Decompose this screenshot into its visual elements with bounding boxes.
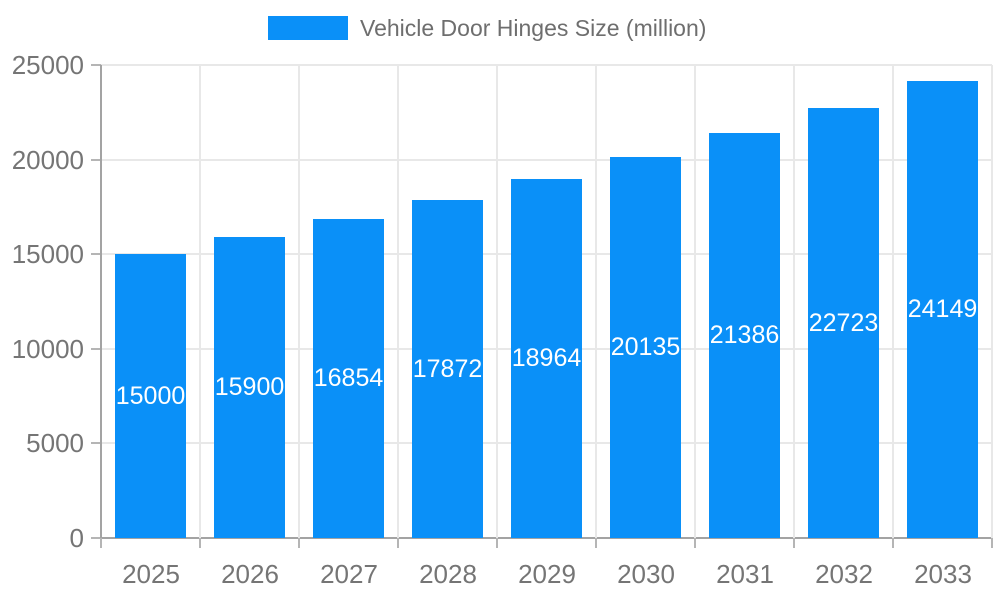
y-axis-line (100, 65, 102, 538)
legend-swatch (268, 16, 348, 40)
x-tick-label: 2033 (914, 559, 972, 589)
bar-value-label: 15000 (115, 381, 186, 410)
legend-label: Vehicle Door Hinges Size (million) (360, 15, 707, 41)
gridline (101, 64, 992, 66)
bar[interactable]: 15900 (214, 237, 285, 538)
x-tick-mark (991, 538, 993, 548)
gridline (199, 65, 201, 538)
bar-value-label: 20135 (610, 333, 681, 361)
x-tick-label: 2026 (221, 559, 279, 589)
chart-legend[interactable]: Vehicle Door Hinges Size (million) (268, 14, 706, 42)
y-tick-label: 20000 (11, 145, 84, 175)
bar-value-label: 16854 (313, 364, 384, 392)
bar[interactable]: 18964 (511, 179, 582, 538)
bar[interactable]: 16854 (313, 219, 384, 538)
gridline (991, 65, 993, 538)
gridline (101, 159, 992, 161)
x-tick-label: 2030 (617, 559, 675, 589)
bar-value-label: 15900 (214, 373, 285, 401)
gridline (496, 65, 498, 538)
bar[interactable]: 20135 (610, 157, 681, 538)
bar-value-label: 22723 (808, 308, 879, 337)
x-tick-mark (199, 538, 201, 548)
x-tick-mark (496, 538, 498, 548)
x-tick-mark (100, 538, 102, 548)
y-tick-label: 0 (69, 523, 84, 553)
bar-value-label: 21386 (709, 321, 780, 349)
gridline (793, 65, 795, 538)
y-tick-mark (91, 348, 101, 350)
y-tick-mark (91, 159, 101, 161)
y-tick-mark (91, 253, 101, 255)
gridline (595, 65, 597, 538)
bar[interactable]: 17872 (412, 200, 483, 538)
bar-value-label: 24149 (907, 295, 978, 323)
gridline (694, 65, 696, 538)
bar-value-label: 17872 (412, 354, 483, 383)
gridline (397, 65, 399, 538)
x-tick-mark (397, 538, 399, 548)
x-tick-label: 2031 (716, 559, 774, 589)
x-tick-mark (892, 538, 894, 548)
y-tick-label: 5000 (26, 428, 84, 458)
y-tick-mark (91, 64, 101, 66)
bar[interactable]: 22723 (808, 108, 879, 538)
bar[interactable]: 15000 (115, 254, 186, 538)
gridline (298, 65, 300, 538)
y-tick-label: 15000 (11, 239, 84, 269)
bar-value-label: 18964 (511, 344, 582, 372)
y-tick-label: 10000 (11, 334, 84, 364)
y-tick-label: 25000 (11, 50, 84, 80)
x-tick-label: 2028 (419, 559, 477, 589)
x-tick-mark (793, 538, 795, 548)
x-tick-mark (298, 538, 300, 548)
x-tick-mark (694, 538, 696, 548)
x-tick-label: 2027 (320, 559, 378, 589)
bar[interactable]: 21386 (709, 133, 780, 538)
x-tick-label: 2032 (815, 559, 873, 589)
x-tick-mark (595, 538, 597, 548)
x-tick-label: 2025 (122, 559, 180, 589)
bar[interactable]: 24149 (907, 81, 978, 538)
x-axis-line (101, 537, 992, 539)
x-tick-label: 2029 (518, 559, 576, 589)
y-tick-mark (91, 537, 101, 539)
y-tick-mark (91, 442, 101, 444)
gridline (892, 65, 894, 538)
